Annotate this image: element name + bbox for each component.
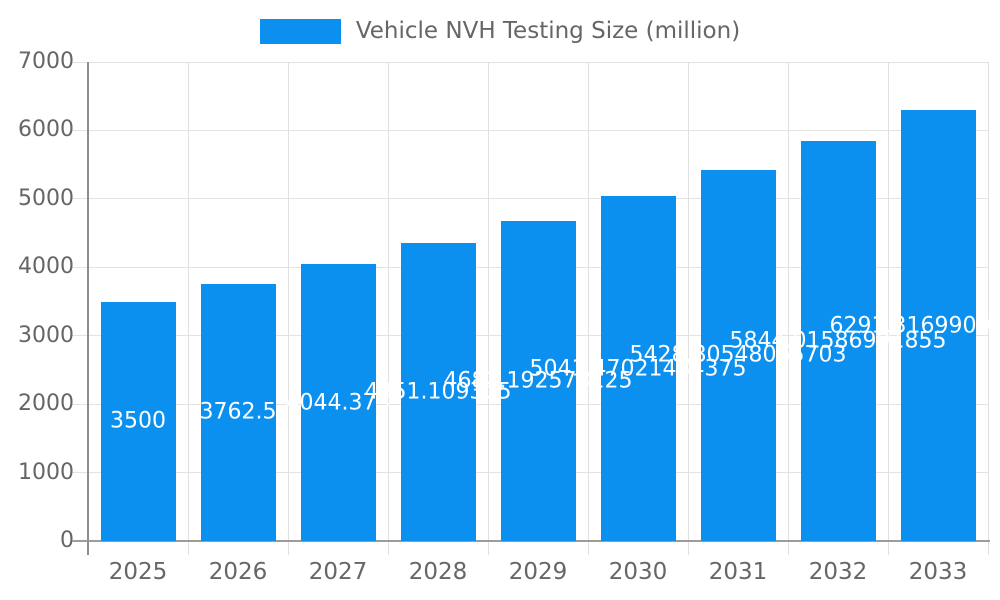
x-axis-tick-label: 2026 xyxy=(208,559,268,585)
bar-2032[interactable] xyxy=(800,141,876,541)
x-axis-tick-label: 2030 xyxy=(608,559,668,585)
bar-value-label: 5428.80548065703 xyxy=(629,342,847,368)
x-axis-tick-label: 2032 xyxy=(808,559,868,585)
legend-label[interactable]: Vehicle NVH Testing Size (million) xyxy=(355,18,741,44)
x-axis-tick-label: 2025 xyxy=(108,559,168,585)
bar-value-label: 5844.01586991855 xyxy=(729,328,947,354)
y-axis-tick-label: 7000 xyxy=(18,49,74,74)
x-axis-tick-label: 2033 xyxy=(908,559,968,585)
bar-value-label: 3762.5 xyxy=(199,399,277,425)
bar-2025[interactable] xyxy=(100,301,176,541)
x-axis-line xyxy=(72,540,990,542)
x-gridline xyxy=(687,62,689,541)
y-axis-tick-label: 3000 xyxy=(18,322,74,348)
bar-value-label: 3500 xyxy=(110,408,166,434)
chart-legend[interactable]: Vehicle NVH Testing Size (million) xyxy=(0,18,1000,44)
x-gridline xyxy=(187,62,189,541)
bar-value-label: 4681.192578125 xyxy=(443,368,633,394)
bar-value-label: 4351.109375 xyxy=(364,379,512,405)
x-axis-tick-label: 2027 xyxy=(308,559,368,585)
x-gridline xyxy=(287,62,289,541)
x-axis-tick-label: 2028 xyxy=(408,559,468,585)
bar-2029[interactable] xyxy=(500,220,576,541)
y-gridline xyxy=(72,198,988,200)
y-axis-tick-label: 6000 xyxy=(18,117,74,143)
x-gridline xyxy=(787,62,789,541)
y-axis-tick-label: 5000 xyxy=(18,185,74,211)
bar-2027[interactable] xyxy=(300,264,376,541)
x-axis-tick xyxy=(487,541,489,555)
x-axis-tick xyxy=(587,541,589,555)
x-axis-tick xyxy=(687,541,689,555)
bar-2026[interactable] xyxy=(200,283,276,541)
x-gridline xyxy=(587,62,589,541)
y-axis-line xyxy=(87,62,89,555)
bar-value-label: 6291.31699008789 xyxy=(829,313,1000,339)
bar-2030[interactable] xyxy=(600,196,676,541)
bar-2031[interactable] xyxy=(700,169,776,541)
y-axis-tick-label: 4000 xyxy=(18,254,74,280)
bar-value-label: 5041.47021484375 xyxy=(529,356,747,381)
x-axis-tick xyxy=(387,541,389,555)
x-axis-tick xyxy=(287,541,289,555)
legend-swatch[interactable] xyxy=(259,18,341,44)
y-axis-tick-label: 1000 xyxy=(18,459,74,485)
y-gridline xyxy=(72,129,988,131)
x-axis-tick xyxy=(987,541,989,555)
x-axis-tick xyxy=(787,541,789,555)
bar-2033[interactable] xyxy=(900,110,976,541)
x-axis-tick-label: 2029 xyxy=(508,559,568,585)
bar-value-label: 4044.375 xyxy=(285,390,391,416)
x-axis-tick-label: 2031 xyxy=(708,559,768,585)
x-gridline xyxy=(887,62,889,541)
x-axis-tick xyxy=(187,541,189,555)
bar-2028[interactable] xyxy=(400,243,476,541)
y-axis-tick-label: 0 xyxy=(60,528,74,553)
x-gridline xyxy=(487,62,489,541)
x-gridline xyxy=(387,62,389,541)
y-gridline xyxy=(72,61,988,63)
x-gridline xyxy=(987,62,989,541)
x-axis-tick xyxy=(887,541,889,555)
y-axis-tick-label: 2000 xyxy=(18,391,74,417)
